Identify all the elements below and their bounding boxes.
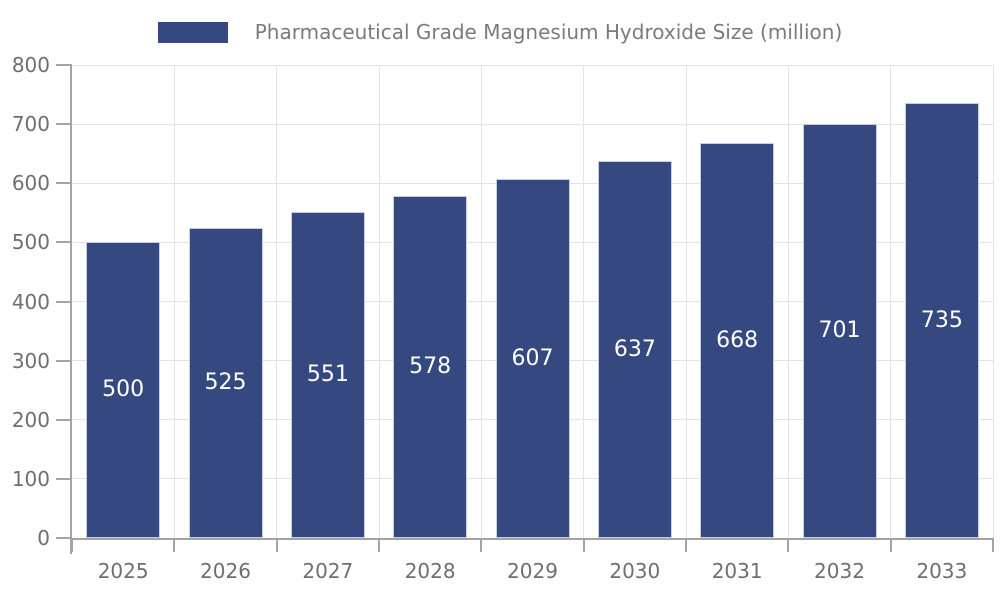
x-axis-label: 2025	[97, 559, 149, 583]
y-axis-label: 400	[11, 289, 50, 314]
x-tick	[71, 538, 73, 552]
gridline-v	[378, 65, 380, 538]
x-axis-label: 2028	[404, 559, 456, 583]
gridline-v	[787, 65, 789, 538]
y-axis-label: 0	[37, 526, 50, 550]
bar-value-label: 735	[920, 307, 963, 333]
y-tick	[56, 300, 72, 303]
plot-area: 500 525 551 578 607 637 668 701 735 0 100 200 300 40…	[12, 53, 994, 583]
y-tick	[56, 123, 72, 126]
x-tick	[582, 538, 585, 552]
x-tick	[275, 538, 278, 552]
y-axis-label: 500	[11, 230, 50, 255]
bar-value-label: 525	[204, 369, 247, 395]
bar-value-label: 668	[716, 327, 759, 353]
gridline-v	[480, 65, 482, 538]
y-tick	[56, 359, 72, 362]
gridline-h	[72, 64, 993, 66]
legend[interactable]: Pharmaceutical Grade Magnesium Hydroxide…	[0, 22, 1000, 43]
gridline-v	[890, 65, 892, 538]
gridline-h	[72, 123, 993, 125]
gridline-v	[276, 65, 278, 538]
x-tick	[685, 538, 687, 552]
bar[interactable]: 637	[597, 161, 672, 538]
x-tick	[787, 538, 790, 552]
gridline-v	[583, 65, 585, 538]
y-tick	[56, 241, 72, 244]
bar[interactable]: 525	[188, 227, 263, 538]
x-tick	[480, 538, 483, 552]
x-axis-label: 2030	[609, 559, 661, 583]
x-axis-label: 2033	[916, 559, 968, 583]
y-tick	[56, 537, 72, 539]
y-axis-line	[70, 65, 72, 554]
y-axis-label: 100	[11, 466, 50, 491]
x-axis-label: 2031	[711, 559, 763, 583]
x-tick	[889, 538, 892, 552]
legend-swatch	[157, 22, 228, 43]
y-axis-label: 700	[11, 112, 50, 137]
bar[interactable]: 735	[904, 103, 979, 538]
bar[interactable]: 701	[802, 123, 877, 538]
bar-value-label: 637	[613, 336, 656, 362]
bar-value-label: 701	[818, 317, 861, 343]
bar[interactable]: 668	[700, 143, 775, 538]
y-axis-label: 600	[11, 171, 50, 196]
y-tick	[56, 477, 72, 480]
y-axis-label: 800	[11, 53, 50, 77]
y-axis-label: 300	[11, 348, 50, 373]
bar-value-label: 578	[409, 354, 452, 380]
bar-value-label: 551	[306, 362, 349, 388]
x-axis-label: 2026	[200, 559, 251, 583]
bar[interactable]: 578	[393, 196, 468, 538]
gridline-v	[685, 65, 687, 538]
y-tick	[56, 64, 72, 66]
y-axis-label: 200	[11, 407, 50, 432]
bar[interactable]: 551	[290, 212, 365, 538]
bar-value-label: 500	[102, 377, 145, 403]
x-axis-label: 2032	[814, 559, 865, 583]
y-tick	[56, 418, 72, 421]
x-axis-line	[70, 538, 993, 540]
gridline-v	[173, 65, 175, 538]
x-tick	[378, 538, 380, 552]
gridline-v	[992, 65, 994, 538]
y-tick	[56, 182, 72, 185]
x-tick	[992, 538, 994, 552]
x-axis-label: 2027	[302, 559, 354, 583]
bar[interactable]: 607	[495, 179, 570, 538]
bar[interactable]: 500	[86, 242, 161, 538]
x-tick	[173, 538, 176, 552]
x-axis-label: 2029	[507, 559, 558, 583]
bar-value-label: 607	[511, 345, 554, 371]
legend-label: Pharmaceutical Grade Magnesium Hydroxide…	[254, 20, 843, 44]
